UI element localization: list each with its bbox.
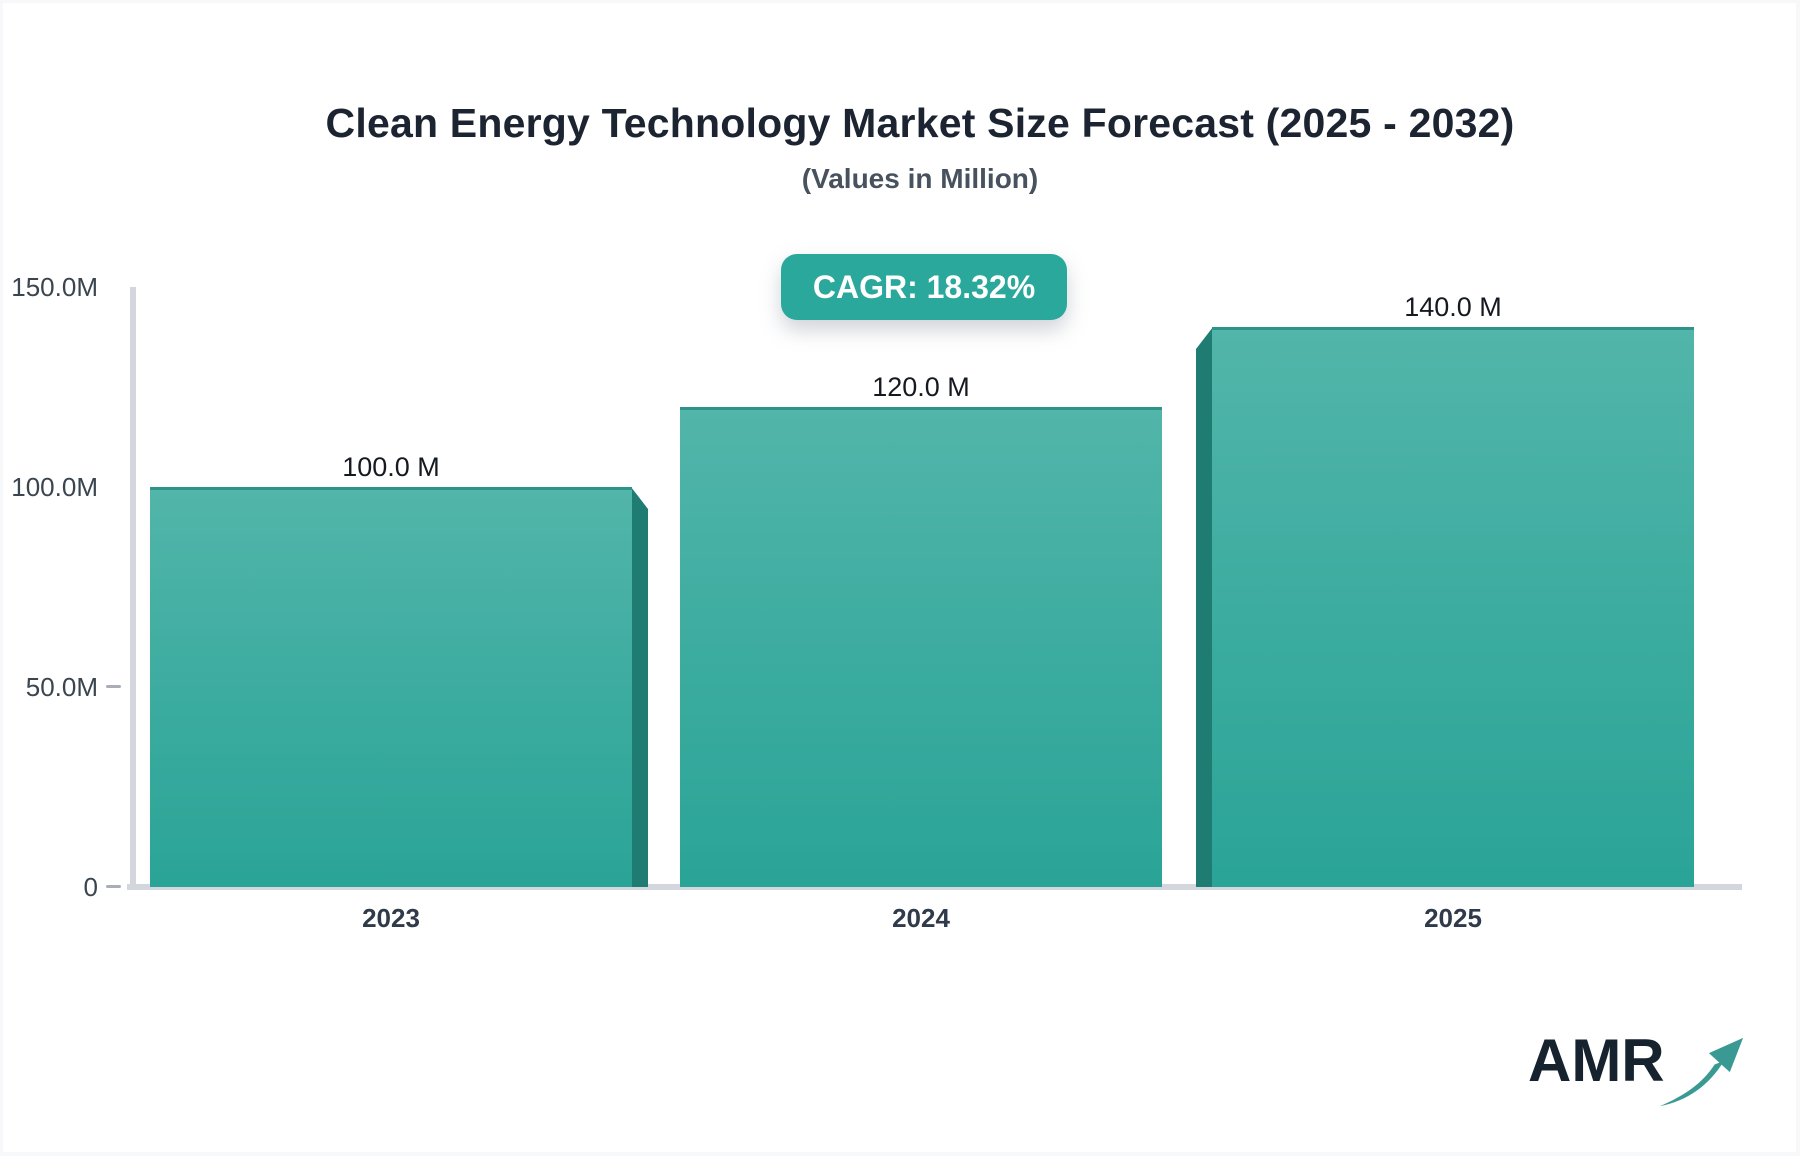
chart-header: Clean Energy Technology Market Size Fore…: [40, 100, 1800, 196]
bar-3d-side: [1196, 327, 1213, 887]
amr-logo: AMR: [1528, 1030, 1755, 1112]
bar-value-label: 120.0 M: [872, 372, 970, 402]
x-axis-category-label: 2023: [362, 903, 420, 933]
y-axis-tick-label: 100.0M: [11, 472, 98, 502]
bar-2024: [680, 407, 1162, 887]
bar-value-label: 140.0 M: [1404, 292, 1502, 322]
y-axis-tick-label: 0: [83, 872, 98, 902]
x-axis-baseline: [127, 884, 1742, 890]
bar-2023: [150, 487, 632, 887]
x-axis-category-label: 2024: [892, 903, 950, 933]
y-axis-tick-mark: [106, 885, 121, 888]
chart-title: Clean Energy Technology Market Size Fore…: [325, 100, 1515, 146]
x-axis-category-label: 2025: [1424, 903, 1482, 933]
trending-up-arrow-icon: [1659, 1037, 1743, 1107]
y-axis-tick-mark: [106, 685, 121, 688]
y-axis-tick-label: 50.0M: [25, 672, 98, 702]
bar-2025: [1212, 327, 1694, 887]
y-axis-line: [130, 287, 136, 890]
y-axis-tick-label: 150.0M: [11, 272, 98, 302]
chart-subtitle: (Values in Million): [801, 163, 1039, 194]
cagr-badge: CAGR: 18.32%: [781, 254, 1067, 320]
bar-value-label: 100.0 M: [342, 452, 440, 482]
bar-3d-side: [631, 487, 648, 887]
amr-logo-text: AMR: [1528, 1027, 1665, 1094]
